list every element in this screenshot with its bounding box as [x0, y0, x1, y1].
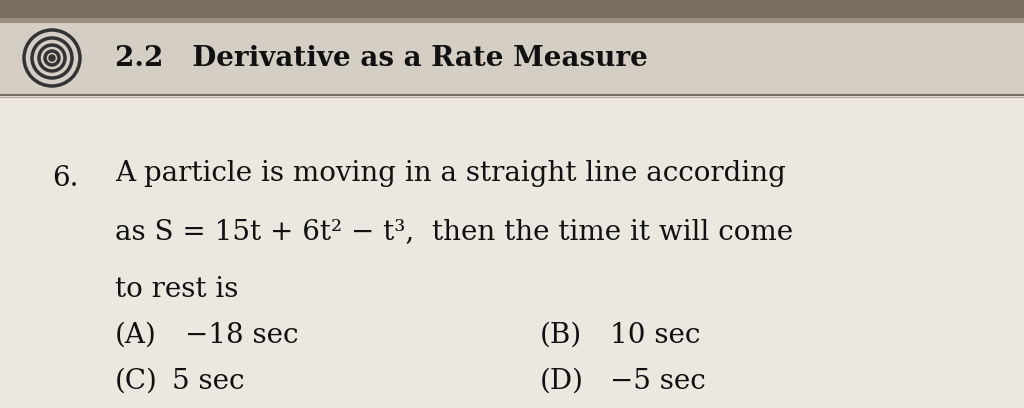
Bar: [0, 98, 1024, 408]
Text: −5 sec: −5 sec: [610, 368, 706, 395]
Text: 10 sec: 10 sec: [610, 322, 700, 349]
Bar: [0, 23, 1024, 95]
Text: (B): (B): [540, 322, 583, 349]
Circle shape: [49, 55, 55, 61]
Text: (C): (C): [115, 368, 158, 395]
Text: 2.2   Derivative as a Rate Measure: 2.2 Derivative as a Rate Measure: [115, 46, 648, 73]
Text: (D): (D): [540, 368, 584, 395]
Text: to rest is: to rest is: [115, 276, 239, 303]
Text: −18 sec: −18 sec: [185, 322, 299, 349]
Text: (A): (A): [115, 322, 157, 349]
Text: as S = 15t + 6t² − t³,  then the time it will come: as S = 15t + 6t² − t³, then the time it …: [115, 218, 794, 245]
Text: A particle is moving in a straight line according: A particle is moving in a straight line …: [115, 160, 785, 187]
Text: 6.: 6.: [52, 165, 79, 192]
Bar: [0, 18, 1024, 23]
Text: 5 sec: 5 sec: [172, 368, 245, 395]
Bar: [0, 0, 1024, 18]
